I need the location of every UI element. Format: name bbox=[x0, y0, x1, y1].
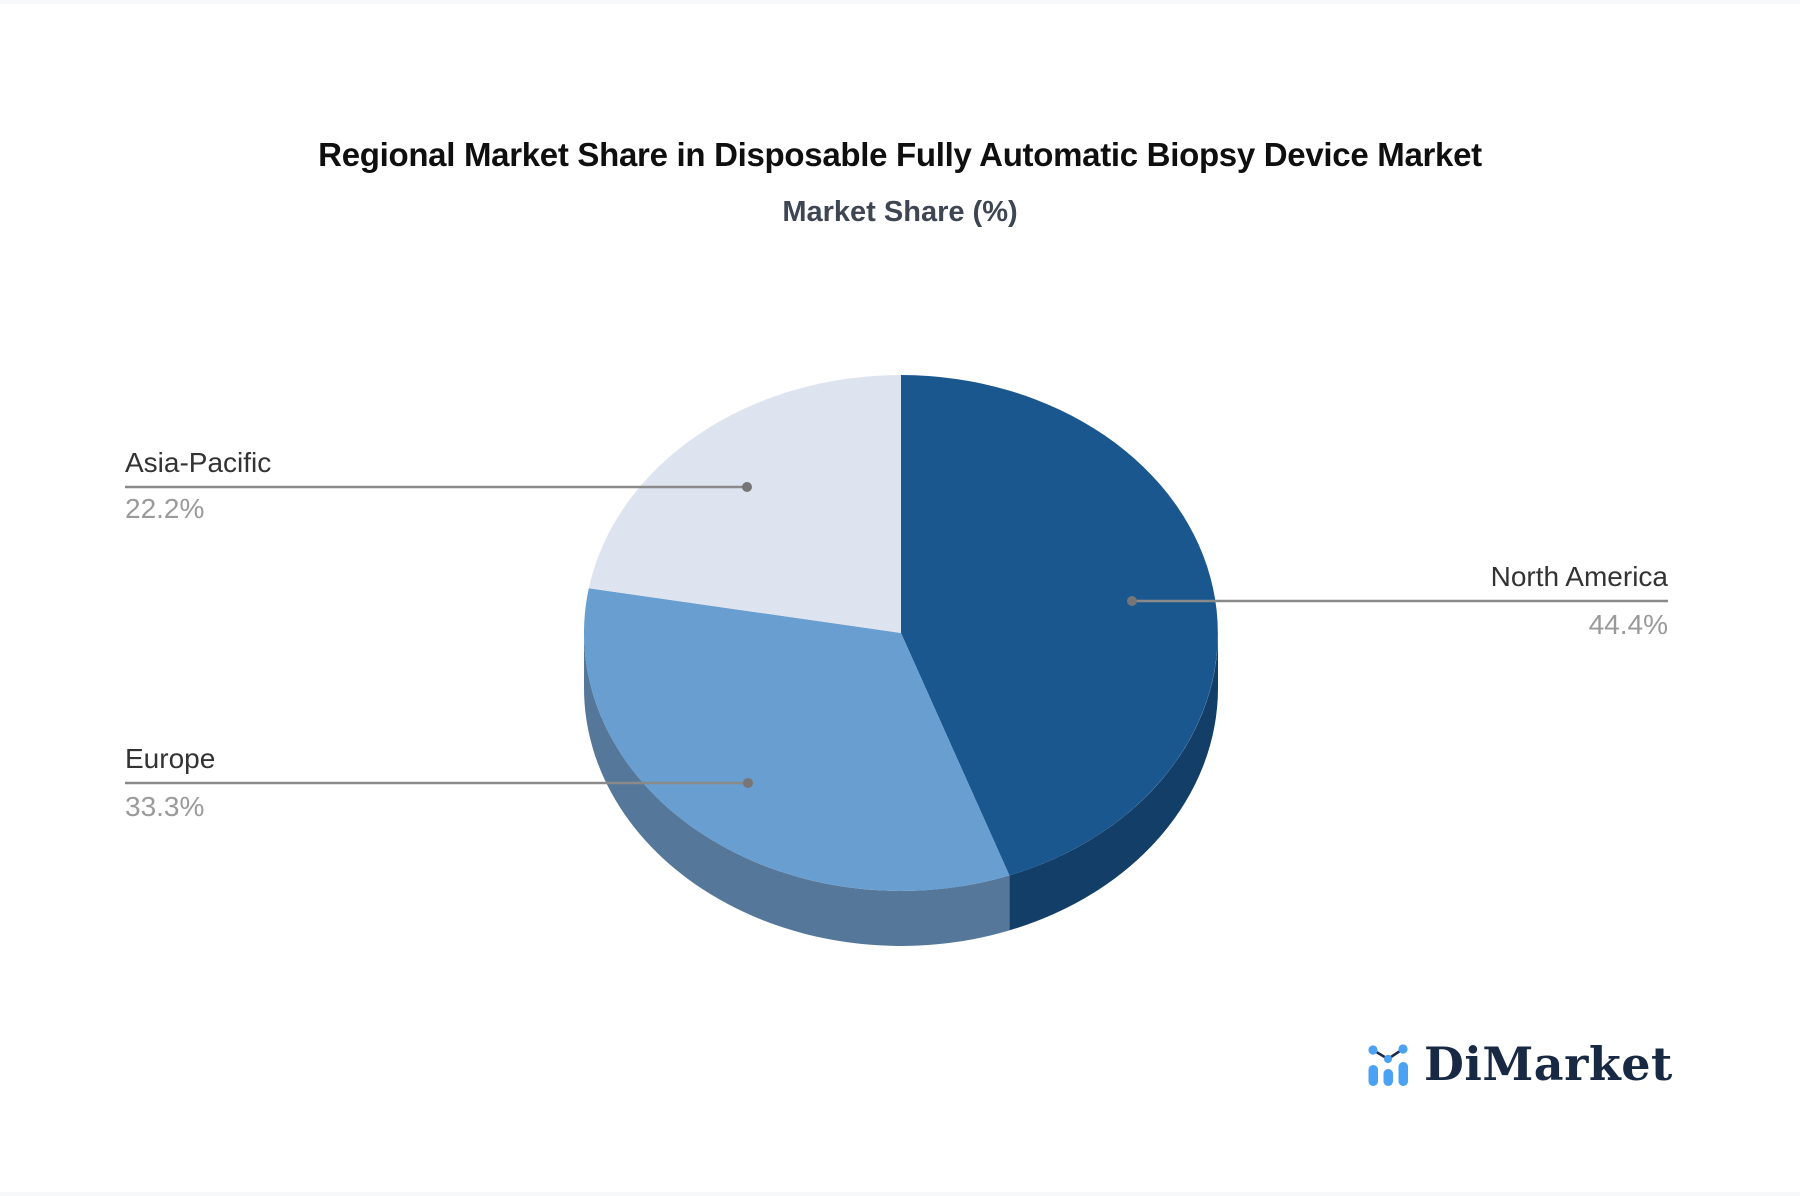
dimarket-logo: DiMarket bbox=[1363, 1036, 1673, 1096]
chart-title: Regional Market Share in Disposable Full… bbox=[318, 136, 1482, 173]
callout-asia-pacific: Asia-Pacific 22.2% bbox=[125, 446, 271, 526]
callout-label-north-america: North America bbox=[1490, 561, 1668, 592]
callout-north-america: North America 44.4% bbox=[1491, 560, 1668, 642]
pie-slice-side-north-america[interactable] bbox=[1009, 633, 1218, 931]
callout-value-asia-pacific: 22.2% bbox=[125, 493, 205, 524]
callout-value-europe: 33.3% bbox=[125, 791, 205, 822]
leader-dot-north-america bbox=[1127, 596, 1137, 606]
pie-slice-europe[interactable] bbox=[583, 588, 1010, 891]
leader-dot-europe bbox=[743, 778, 753, 788]
pie-slice-side-europe[interactable] bbox=[584, 633, 1010, 946]
callout-europe: Europe 33.3% bbox=[125, 742, 215, 824]
callout-label-europe: Europe bbox=[125, 743, 216, 774]
bar-chart-trend-icon bbox=[1368, 1044, 1408, 1086]
pie-slice-asia-pacific[interactable] bbox=[588, 374, 901, 633]
logo-text: DiMarket bbox=[1424, 1037, 1673, 1091]
callout-value-north-america: 44.4% bbox=[1588, 609, 1668, 640]
callout-label-asia-pacific: Asia-Pacific bbox=[125, 447, 272, 478]
top-edge-strip bbox=[0, 0, 1800, 4]
chart-subtitle: Market Share (%) bbox=[782, 196, 1018, 228]
leader-dot-asia-pacific bbox=[742, 482, 752, 492]
pie-slice-north-america[interactable] bbox=[901, 375, 1218, 876]
bottom-edge-strip bbox=[0, 1192, 1800, 1196]
leader-lines bbox=[125, 482, 1668, 788]
pie-slices bbox=[583, 374, 1218, 946]
